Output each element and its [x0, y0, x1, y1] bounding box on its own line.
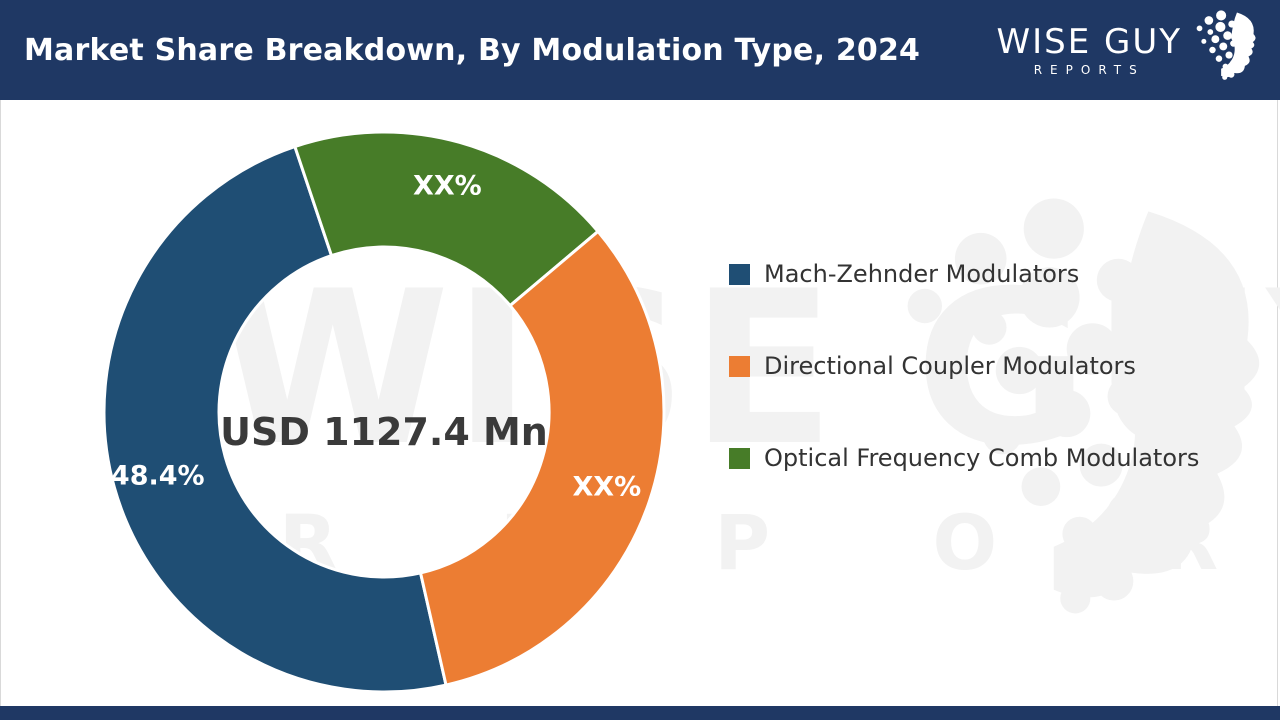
legend-swatch-orange-icon: [729, 355, 750, 377]
logo-face-icon: [1196, 10, 1256, 80]
legend-swatch-green-icon: [729, 447, 750, 469]
chart-area: WISE GUY R E P O R T S 48.4%XX%XX% USD 1…: [0, 100, 1280, 706]
legend-item: Optical Frequency Comb Modulators: [729, 444, 1199, 472]
chart-center-value: USD 1127.4 Mn: [220, 410, 548, 454]
legend-label: Mach-Zehnder Modulators: [764, 260, 1080, 288]
header-bar: Market Share Breakdown, By Modulation Ty…: [0, 0, 1280, 100]
donut-chart: 48.4% XX% XX%: [74, 102, 694, 720]
segment-percentage-label: XX%: [413, 171, 482, 202]
donut-segment-optical-frequency-comb-modulators: [292, 130, 601, 308]
legend-swatch-blue-icon: [729, 263, 750, 285]
donut-chart-svg: 48.4% XX% XX%: [102, 130, 666, 694]
logo-subtitle: REPORTS: [1033, 62, 1145, 77]
logo-text: WISE GUY REPORTS: [996, 25, 1182, 76]
segment-percentage-label: 48.4%: [111, 461, 205, 492]
donut-segment-mach-zehnder-modulators: [102, 144, 448, 694]
footer-bar: [0, 706, 1280, 720]
segment-percentage-label: XX%: [572, 472, 641, 503]
logo-wordmark: WISE GUY: [996, 21, 1182, 62]
legend-item: Mach-Zehnder Modulators: [729, 260, 1199, 288]
chart-legend: Mach-Zehnder Modulators Directional Coup…: [729, 260, 1199, 472]
legend-item: Directional Coupler Modulators: [729, 352, 1199, 380]
page-title: Market Share Breakdown, By Modulation Ty…: [24, 32, 921, 68]
legend-label: Optical Frequency Comb Modulators: [764, 444, 1200, 472]
donut-segment-directional-coupler-modulators: [418, 229, 666, 687]
legend-label: Directional Coupler Modulators: [764, 352, 1136, 380]
wise-guy-reports-logo: WISE GUY REPORTS: [996, 9, 1260, 91]
